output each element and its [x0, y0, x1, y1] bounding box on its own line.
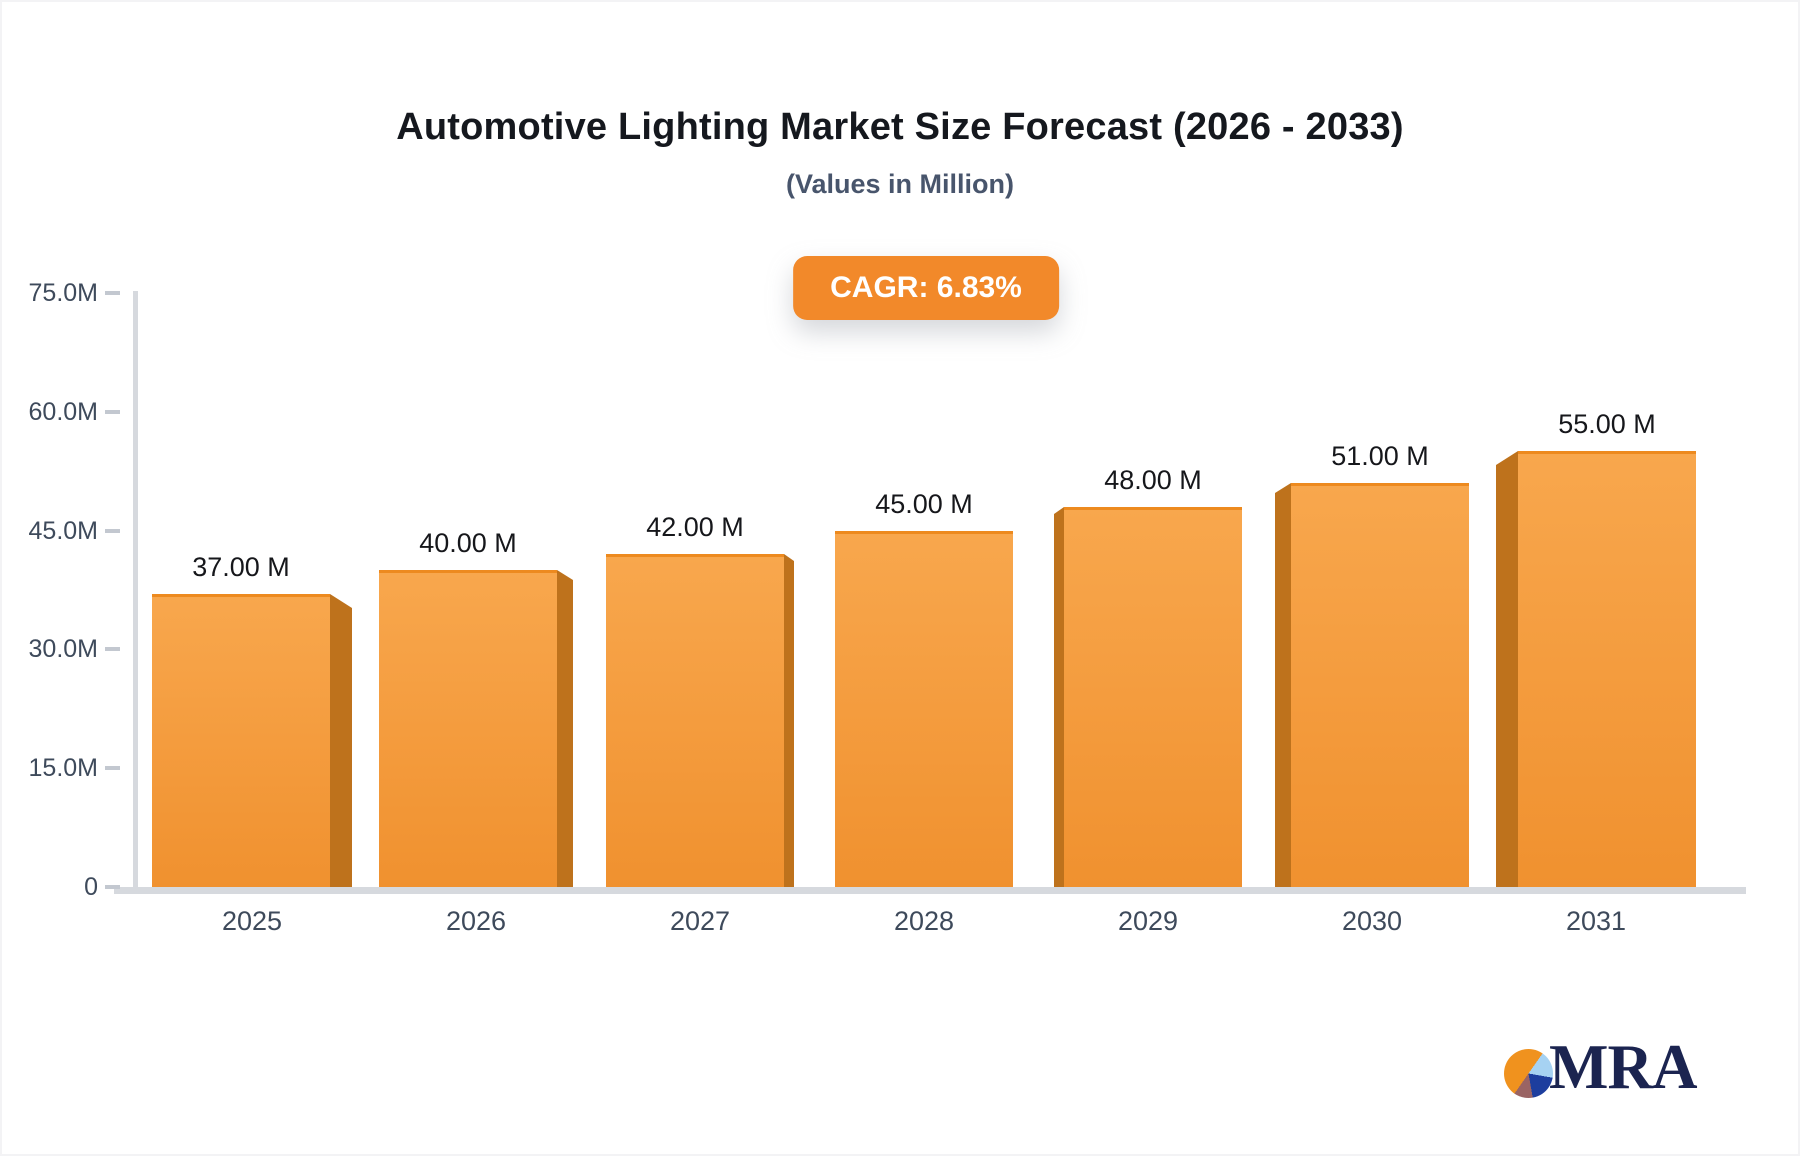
bar-value-label: 45.00 M — [875, 489, 973, 519]
y-tick-mark — [105, 885, 120, 889]
y-tick-mark — [105, 766, 120, 770]
bar-side-panel — [557, 570, 573, 887]
bar-value-label: 48.00 M — [1104, 465, 1202, 495]
x-axis-label: 2030 — [1341, 906, 1403, 936]
bar-face — [152, 594, 330, 887]
bar-face — [1518, 451, 1696, 887]
x-axis-label: 2028 — [893, 906, 955, 936]
chart-subtitle: (Values in Million) — [785, 169, 1015, 199]
bar-value-label: 51.00 M — [1331, 441, 1429, 471]
x-axis-line — [114, 887, 1746, 894]
bar-face — [1291, 483, 1469, 887]
bar-side-panel — [330, 594, 352, 887]
y-tick-mark — [105, 291, 120, 295]
y-tick-label: 0 — [84, 873, 98, 901]
chart-title: Automotive Lighting Market Size Forecast… — [396, 106, 1404, 148]
x-axis-label: 2026 — [445, 906, 507, 936]
bar-side-panel — [784, 554, 794, 887]
y-tick-mark — [105, 647, 120, 651]
x-axis-label: 2029 — [1117, 906, 1179, 936]
y-tick-mark — [105, 410, 120, 414]
bar-value-label: 40.00 M — [419, 528, 517, 558]
x-axis-label: 2031 — [1565, 906, 1627, 936]
bar-value-label: 37.00 M — [192, 552, 290, 582]
pie-chart-logo-icon — [1504, 1049, 1553, 1098]
bar-side-panel — [1054, 507, 1064, 887]
y-tick-label: 15.0M — [28, 754, 98, 782]
logo-text: MRA — [1549, 1032, 1697, 1102]
bar-face — [606, 554, 784, 887]
y-tick-mark — [105, 529, 120, 533]
bar-side-panel — [1275, 483, 1291, 887]
bar-face — [1064, 507, 1242, 887]
bar-face — [379, 570, 557, 887]
y-axis-line — [133, 291, 138, 893]
bar-value-label: 55.00 M — [1558, 409, 1656, 439]
bar-value-label: 42.00 M — [646, 512, 744, 542]
bar-face — [835, 531, 1013, 887]
cagr-badge: CAGR: 6.83% — [793, 256, 1059, 320]
y-tick-label: 30.0M — [28, 635, 98, 663]
bar-side-panel — [1496, 451, 1518, 887]
y-tick-label: 60.0M — [28, 398, 98, 426]
mra-logo: MRA — [1504, 1032, 1697, 1102]
y-tick-label: 75.0M — [28, 279, 98, 307]
x-axis-label: 2027 — [669, 906, 731, 936]
x-axis-label: 2025 — [221, 906, 283, 936]
y-tick-label: 45.0M — [28, 517, 98, 545]
